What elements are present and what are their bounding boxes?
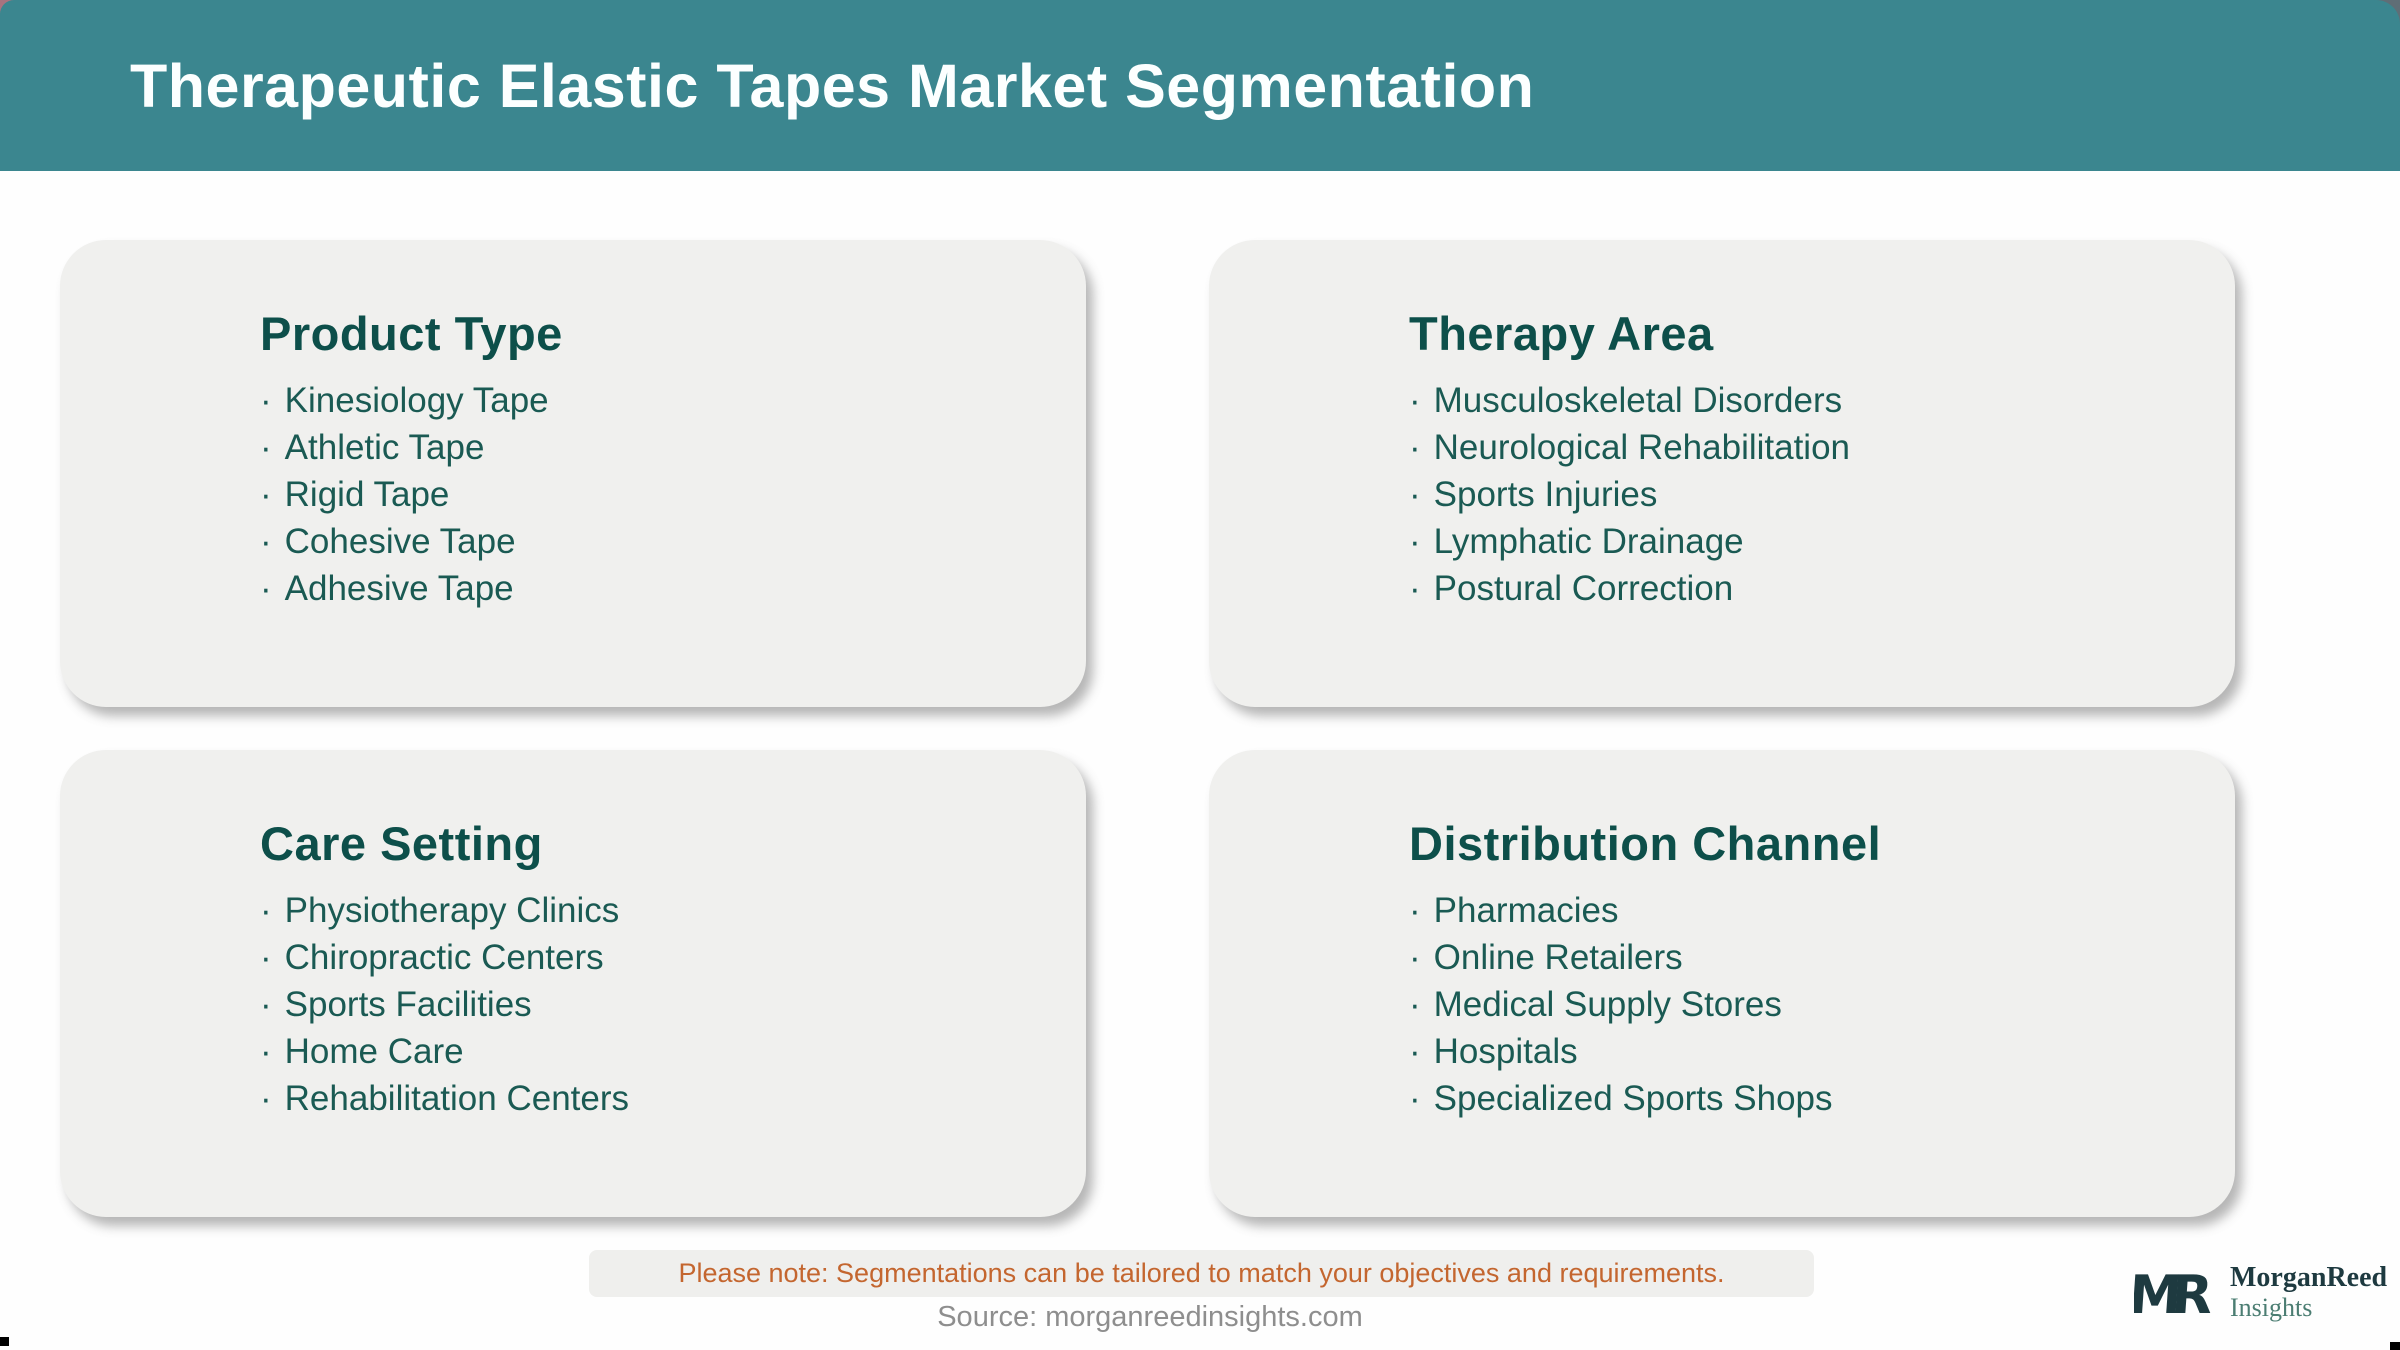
bullet-icon: ·: [1409, 938, 1421, 977]
svg-text:MR: MR: [2134, 1264, 2214, 1324]
list-item-label: Lymphatic Drainage: [1433, 522, 1744, 561]
page-title: Therapeutic Elastic Tapes Market Segment…: [130, 51, 1535, 120]
list-item-label: Online Retailers: [1433, 938, 1683, 977]
bullet-icon: ·: [1409, 1079, 1421, 1118]
bullet-icon: ·: [1409, 475, 1421, 514]
card-item-list: · Kinesiology Tape · Athletic Tape · Rigid …: [260, 377, 1046, 612]
list-item: · Chiropractic Centers: [260, 934, 1046, 981]
logo-name-primary: Morgan: [2230, 1262, 2327, 1293]
list-item: · Home Care: [260, 1028, 1046, 1075]
bullet-icon: ·: [1409, 1032, 1421, 1071]
list-item-label: Medical Supply Stores: [1433, 985, 1782, 1024]
logo-text-block: MorganReed Insights: [2230, 1263, 2387, 1323]
list-item-label: Sports Facilities: [284, 985, 532, 1024]
list-item: · Cohesive Tape: [260, 518, 1046, 565]
list-item-label: Kinesiology Tape: [284, 381, 549, 420]
list-item-label: Chiropractic Centers: [284, 938, 604, 977]
list-item: · Rigid Tape: [260, 471, 1046, 518]
bullet-icon: ·: [1409, 428, 1421, 467]
bullet-icon: ·: [260, 428, 272, 467]
card-title: Therapy Area: [1409, 307, 1714, 360]
bullet-icon: ·: [260, 522, 272, 561]
list-item-label: Rigid Tape: [284, 475, 450, 514]
logo-name-secondary: Reed: [2326, 1262, 2388, 1293]
list-item-label: Athletic Tape: [284, 428, 485, 467]
bullet-icon: ·: [260, 985, 272, 1024]
card-title: Care Setting: [260, 817, 543, 870]
list-item-label: Pharmacies: [1433, 891, 1619, 930]
logo-tagline: Insights: [2230, 1293, 2313, 1322]
list-item-label: Physiotherapy Clinics: [284, 891, 620, 930]
list-item: · Pharmacies: [1409, 887, 2195, 934]
list-item-label: Home Care: [284, 1032, 464, 1071]
logo-name: MorganReed: [2230, 1263, 2387, 1293]
screenshot-artifact-mark: [0, 1337, 9, 1346]
list-item: · Rehabilitation Centers: [260, 1075, 1046, 1122]
card-care-setting: Care Setting · Physiotherapy Clinics · Chi…: [60, 750, 1086, 1217]
list-item-label: Hospitals: [1433, 1032, 1578, 1071]
list-item-label: Specialized Sports Shops: [1433, 1079, 1833, 1118]
list-item: · Kinesiology Tape: [260, 377, 1046, 424]
card-item-list: · Physiotherapy Clinics · Chiropractic Cen…: [260, 887, 1046, 1122]
list-item-label: Neurological Rehabilitation: [1433, 428, 1851, 467]
list-item: · Online Retailers: [1409, 934, 2195, 981]
list-item: · Neurological Rehabilitation: [1409, 424, 2195, 471]
list-item-label: Rehabilitation Centers: [284, 1079, 630, 1118]
morganreed-monogram-icon: MR: [2134, 1264, 2214, 1324]
card-title: Product Type: [260, 307, 563, 360]
header-bar: Therapeutic Elastic Tapes Market Segment…: [0, 0, 2400, 171]
bullet-icon: ·: [260, 938, 272, 977]
note-text: Please note: Segmentations can be tailor…: [678, 1258, 1725, 1288]
card-therapy-area: Therapy Area · Musculoskeletal Disorders …: [1209, 240, 2235, 707]
bullet-icon: ·: [260, 1032, 272, 1071]
list-item: · Postural Correction: [1409, 565, 2195, 612]
bullet-icon: ·: [260, 381, 272, 420]
bullet-icon: ·: [260, 1079, 272, 1118]
bullet-icon: ·: [260, 569, 272, 608]
morganreed-logo: MR MorganReed Insights: [2134, 1262, 2387, 1325]
card-product-type: Product Type · Kinesiology Tape · Athletic…: [60, 240, 1086, 707]
card-distribution-channel: Distribution Channel · Pharmacies · Online…: [1209, 750, 2235, 1217]
list-item: · Lymphatic Drainage: [1409, 518, 2195, 565]
bullet-icon: ·: [1409, 985, 1421, 1024]
list-item: · Musculoskeletal Disorders: [1409, 377, 2195, 424]
source-text: Source: morganreedinsights.com: [937, 1301, 1363, 1333]
list-item-label: Postural Correction: [1433, 569, 1734, 608]
screenshot-artifact-mark: [2390, 1342, 2400, 1350]
list-item-label: Cohesive Tape: [284, 522, 516, 561]
card-item-list: · Pharmacies · Online Retailers · Medical S…: [1409, 887, 2195, 1122]
bullet-icon: ·: [1409, 891, 1421, 930]
card-title: Distribution Channel: [1409, 817, 1882, 870]
bullet-icon: ·: [1409, 522, 1421, 561]
bullet-icon: ·: [260, 891, 272, 930]
list-item: · Athletic Tape: [260, 424, 1046, 471]
bullet-icon: ·: [260, 475, 272, 514]
list-item: · Sports Facilities: [260, 981, 1046, 1028]
list-item-label: Sports Injuries: [1433, 475, 1658, 514]
list-item: · Specialized Sports Shops: [1409, 1075, 2195, 1122]
list-item-label: Musculoskeletal Disorders: [1433, 381, 1843, 420]
bullet-icon: ·: [1409, 569, 1421, 608]
list-item: · Physiotherapy Clinics: [260, 887, 1046, 934]
list-item: · Adhesive Tape: [260, 565, 1046, 612]
list-item-label: Adhesive Tape: [284, 569, 514, 608]
note-banner: Please note: Segmentations can be tailor…: [589, 1250, 1814, 1297]
list-item: · Hospitals: [1409, 1028, 2195, 1075]
bullet-icon: ·: [1409, 381, 1421, 420]
list-item: · Sports Injuries: [1409, 471, 2195, 518]
list-item: · Medical Supply Stores: [1409, 981, 2195, 1028]
card-item-list: · Musculoskeletal Disorders · Neurological…: [1409, 377, 2195, 612]
